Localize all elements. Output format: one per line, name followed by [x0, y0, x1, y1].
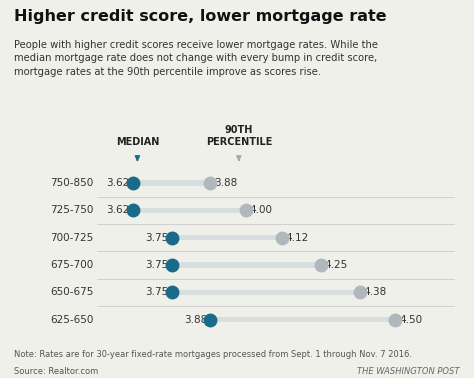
Text: 90TH
PERCENTILE: 90TH PERCENTILE	[206, 125, 272, 147]
Text: 3.75: 3.75	[145, 260, 168, 270]
Text: 700-725: 700-725	[50, 233, 93, 243]
Bar	[133, 208, 246, 213]
Point	[243, 208, 250, 214]
Text: 3.88: 3.88	[183, 314, 207, 325]
Text: Source: Realtor.com: Source: Realtor.com	[14, 367, 99, 376]
Bar	[172, 290, 360, 295]
Text: Higher credit score, lower mortgage rate: Higher credit score, lower mortgage rate	[14, 9, 387, 25]
Point	[392, 316, 399, 322]
Text: Note: Rates are for 30-year fixed-rate mortgages processed from Sept. 1 through : Note: Rates are for 30-year fixed-rate m…	[14, 350, 412, 359]
Text: 3.62: 3.62	[106, 206, 129, 215]
Point	[168, 289, 175, 295]
Text: 4.50: 4.50	[399, 314, 422, 325]
Point	[129, 180, 137, 186]
Text: 3.62: 3.62	[106, 178, 129, 188]
Bar	[133, 180, 210, 186]
Text: 4.38: 4.38	[363, 287, 386, 297]
Bar	[210, 317, 395, 322]
Text: 725-750: 725-750	[50, 206, 93, 215]
Point	[356, 289, 364, 295]
Text: MEDIAN: MEDIAN	[116, 138, 159, 147]
Text: 3.88: 3.88	[214, 178, 237, 188]
Text: 4.12: 4.12	[286, 233, 309, 243]
Text: 650-675: 650-675	[50, 287, 93, 297]
Text: 625-650: 625-650	[50, 314, 93, 325]
Point	[317, 262, 325, 268]
Text: 4.25: 4.25	[324, 260, 347, 270]
Text: People with higher credit scores receive lower mortgage rates. While the
median : People with higher credit scores receive…	[14, 40, 378, 77]
Bar	[172, 235, 282, 240]
Text: 3.75: 3.75	[145, 287, 168, 297]
Bar	[172, 262, 321, 268]
Text: 3.75: 3.75	[145, 233, 168, 243]
Text: 4.00: 4.00	[250, 206, 273, 215]
Text: THE WASHINGTON POST: THE WASHINGTON POST	[357, 367, 460, 376]
Text: 675-700: 675-700	[50, 260, 93, 270]
Text: 750-850: 750-850	[50, 178, 93, 188]
Point	[168, 262, 175, 268]
Point	[168, 235, 175, 241]
Point	[278, 235, 286, 241]
Point	[129, 208, 137, 214]
Point	[207, 316, 214, 322]
Point	[207, 180, 214, 186]
